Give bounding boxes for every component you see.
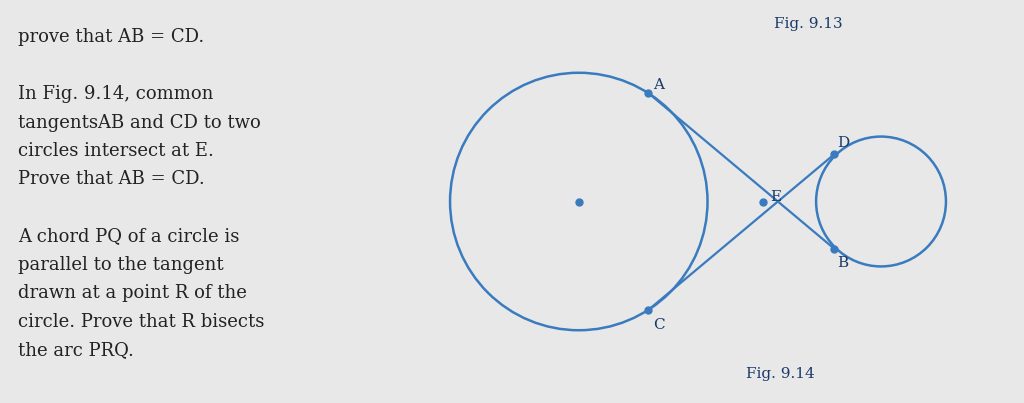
Text: parallel to the tangent: parallel to the tangent	[18, 256, 223, 274]
Text: E: E	[770, 190, 781, 204]
Text: drawn at a point R of the: drawn at a point R of the	[18, 285, 247, 303]
Text: A chord PQ of a circle is: A chord PQ of a circle is	[18, 228, 240, 245]
Text: circle. Prove that R bisects: circle. Prove that R bisects	[18, 313, 264, 331]
Text: In Fig. 9.14, common: In Fig. 9.14, common	[18, 85, 213, 103]
Text: A: A	[652, 78, 664, 92]
Text: tangentsAB and CD to two: tangentsAB and CD to two	[18, 114, 261, 131]
Text: Prove that AB = CD.: Prove that AB = CD.	[18, 170, 205, 189]
Text: the arc PRQ.: the arc PRQ.	[18, 341, 134, 359]
Text: D: D	[838, 136, 850, 150]
Text: circles intersect at E.: circles intersect at E.	[18, 142, 214, 160]
Text: Fig. 9.14: Fig. 9.14	[745, 367, 815, 380]
Text: B: B	[838, 256, 849, 270]
Text: prove that AB = CD.: prove that AB = CD.	[18, 28, 204, 46]
Text: C: C	[652, 318, 665, 332]
Text: Fig. 9.13: Fig. 9.13	[774, 17, 843, 31]
